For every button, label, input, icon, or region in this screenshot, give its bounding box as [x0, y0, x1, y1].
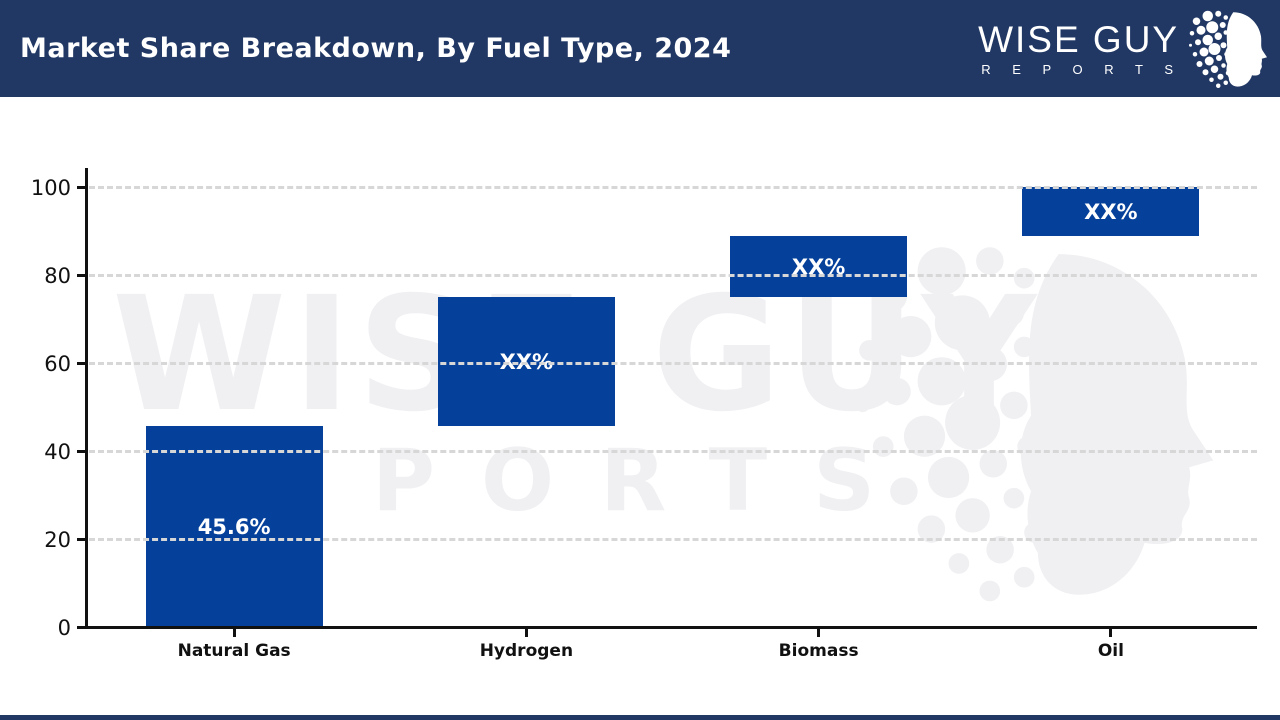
bar-value-label: XX%: [1084, 199, 1138, 224]
y-tick-label-60: 60: [44, 352, 71, 376]
x-tick-label-2: Biomass: [778, 641, 859, 661]
header-bar: Market Share Breakdown, By Fuel Type, 20…: [0, 0, 1280, 97]
logo-face-icon: [1189, 10, 1267, 88]
x-tickmark-3: [1109, 629, 1113, 637]
logo-reports-text: R E P O R T S: [981, 61, 1182, 77]
y-tickmark-0: [77, 626, 85, 629]
y-tickmark-20: [77, 538, 85, 541]
gridline-40: [89, 450, 1257, 453]
y-tick-label-40: 40: [44, 440, 71, 464]
bar-hydrogen: XX%: [437, 297, 615, 427]
logo-wiseguy-text: WISE GUY: [978, 19, 1180, 61]
x-tickmark-1: [524, 629, 528, 637]
y-tick-label-100: 100: [30, 176, 71, 200]
y-tick-label-20: 20: [44, 528, 71, 552]
x-tick-label-0: Natural Gas: [177, 641, 291, 661]
bar-natural-gas: 45.6%: [145, 426, 323, 627]
gridline-80: [89, 274, 1257, 277]
x-axis: [85, 626, 1257, 629]
y-tickmark-80: [77, 274, 85, 277]
gridline-20: [89, 538, 1257, 541]
y-tick-label-0: 0: [57, 616, 71, 640]
x-tick-label-1: Hydrogen: [479, 641, 574, 661]
y-tick-label-80: 80: [44, 264, 71, 288]
wiseguy-logo: WISE GUY R E P O R T S: [975, 6, 1270, 92]
bar-oil: XX%: [1022, 187, 1200, 237]
bar-value-label: XX%: [499, 349, 554, 374]
y-tickmark-40: [77, 450, 85, 453]
footer-bar: [0, 715, 1280, 720]
y-tickmark-100: [77, 186, 85, 189]
y-axis: [85, 168, 88, 629]
bar-value-label: 45.6%: [197, 514, 271, 539]
x-tickmark-2: [817, 629, 821, 637]
bar-biomass: XX%: [730, 236, 908, 297]
y-tickmark-60: [77, 362, 85, 365]
x-tick-label-3: Oil: [1097, 641, 1124, 661]
gridline-60: [89, 362, 1257, 365]
page-title: Market Share Breakdown, By Fuel Type, 20…: [20, 33, 732, 64]
gridline-100: [89, 186, 1257, 189]
x-tickmark-0: [232, 629, 236, 637]
